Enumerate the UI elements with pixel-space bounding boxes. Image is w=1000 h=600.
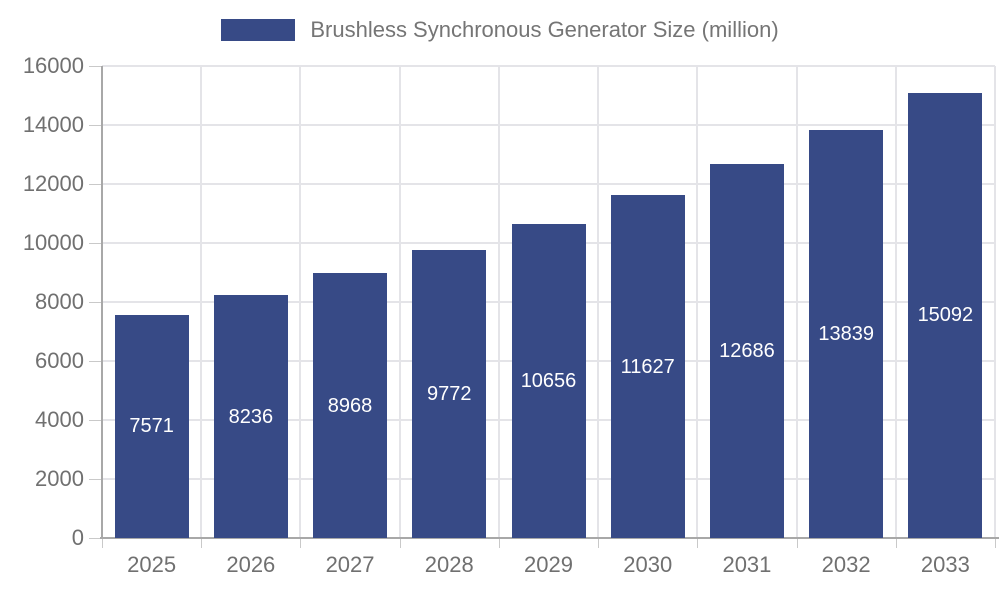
x-axis-tick — [697, 539, 699, 548]
bar-value-label: 8968 — [327, 394, 373, 417]
x-axis-tick-label: 2029 — [524, 552, 573, 577]
y-axis-tick-label: 0 — [71, 525, 84, 550]
x-axis-tick-label: 2030 — [623, 552, 673, 577]
y-axis-line — [101, 66, 103, 538]
x-gridline — [994, 66, 996, 538]
bar-value-label: 7571 — [129, 415, 174, 438]
bar-value-label: 10656 — [520, 369, 577, 392]
y-axis-tick-label: 6000 — [35, 348, 84, 373]
bar[interactable]: 7571 — [114, 314, 189, 538]
legend-swatch-icon — [221, 19, 296, 41]
x-gridline — [597, 66, 600, 538]
legend-label: Brushless Synchronous Generator Size (mi… — [310, 17, 779, 42]
y-axis-tick — [89, 125, 101, 126]
bar[interactable]: 9772 — [412, 249, 487, 538]
y-axis-tick-label: 14000 — [22, 112, 84, 137]
y-axis-tick — [89, 479, 101, 480]
x-gridline — [795, 66, 798, 538]
x-axis-tick-label: 2027 — [325, 552, 375, 577]
bar-value-label: 11627 — [620, 355, 675, 378]
bar-value-label: 8236 — [228, 405, 274, 428]
y-axis-tick — [89, 538, 101, 539]
x-gridline — [398, 66, 401, 538]
x-axis-tick-label: 2028 — [424, 552, 474, 577]
x-gridline — [497, 66, 500, 538]
y-gridline — [102, 65, 995, 67]
plot-area: 0 2000 4000 6000 8000 10000 12000 14000 16000 757… — [23, 53, 999, 577]
x-gridline — [894, 66, 897, 538]
bar[interactable]: 12686 — [709, 163, 784, 538]
x-axis-tick — [796, 539, 798, 548]
y-axis-tick — [89, 361, 101, 362]
x-gridline — [299, 66, 302, 538]
y-axis-tick-label: 4000 — [35, 407, 84, 432]
x-axis-tick-label: 2033 — [920, 552, 970, 577]
bar[interactable]: 8968 — [313, 273, 388, 538]
bar[interactable]: 8236 — [213, 295, 288, 538]
y-axis-tick-label: 12000 — [22, 171, 84, 196]
x-axis-tick — [598, 539, 600, 548]
legend[interactable]: Brushless Synchronous Generator Size (mi… — [0, 17, 1000, 43]
y-gridline — [102, 183, 995, 185]
bar-value-label: 13839 — [818, 322, 874, 345]
x-axis-line — [100, 537, 999, 539]
bar[interactable]: 15092 — [908, 92, 983, 538]
bar-value-label: 9772 — [427, 382, 472, 405]
y-axis-tick — [89, 243, 101, 244]
y-axis-tick — [89, 184, 101, 185]
y-axis-tick — [89, 66, 101, 67]
y-axis-tick — [89, 302, 101, 303]
y-gridline — [102, 124, 995, 126]
x-axis-tick — [102, 539, 103, 548]
x-axis-tick — [895, 539, 897, 548]
x-axis-tick-label: 2031 — [722, 552, 772, 577]
y-axis-tick-label: 16000 — [22, 53, 84, 78]
y-axis-tick — [89, 420, 101, 421]
y-axis-tick-label: 10000 — [22, 230, 84, 255]
x-axis-tick-label: 2026 — [226, 552, 276, 577]
bar[interactable]: 13839 — [809, 129, 884, 538]
bar-value-label: 15092 — [917, 304, 974, 327]
x-axis-tick-label: 2025 — [127, 552, 177, 577]
x-axis-tick — [201, 539, 203, 548]
bar[interactable]: 11627 — [610, 195, 685, 538]
y-axis-tick-label: 2000 — [35, 466, 84, 491]
x-axis-tick — [399, 539, 401, 548]
bar[interactable]: 10656 — [511, 223, 586, 538]
x-axis-tick — [300, 539, 302, 548]
bar-value-label: 12686 — [719, 339, 775, 362]
x-gridline — [200, 66, 203, 538]
x-axis-tick-label: 2032 — [821, 552, 871, 577]
x-gridline — [696, 66, 699, 538]
x-axis-tick — [995, 539, 996, 548]
y-axis-tick-label: 8000 — [35, 289, 84, 314]
x-axis-tick — [498, 539, 500, 548]
